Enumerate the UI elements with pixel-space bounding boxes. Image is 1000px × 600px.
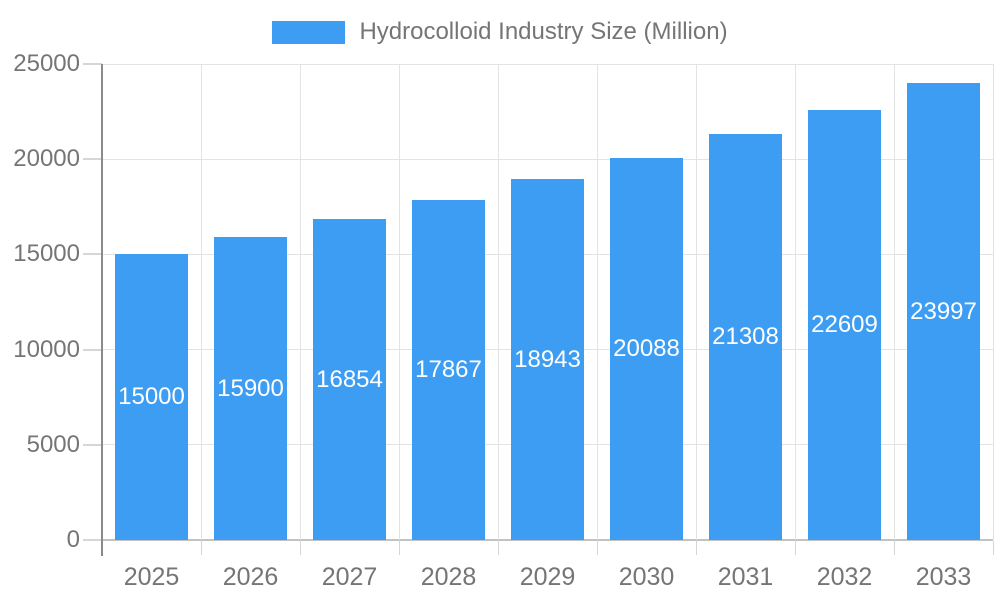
bar-value-label: 21308: [712, 323, 779, 351]
x-axis-tick: [893, 541, 895, 555]
bar-value-label: 15900: [217, 374, 284, 402]
y-axis-tick: [83, 348, 102, 351]
y-axis-line: [101, 64, 103, 556]
x-axis-label: 2029: [519, 563, 576, 591]
x-axis-label: 2031: [717, 563, 774, 591]
x-axis-label: 2032: [816, 563, 873, 591]
bar-value-label: 18943: [514, 345, 581, 373]
x-axis-label: 2033: [915, 563, 972, 591]
v-gridline: [497, 64, 499, 540]
v-gridline: [992, 64, 994, 540]
v-gridline: [695, 64, 697, 540]
h-gridline: [102, 539, 993, 541]
bar-value-label: 22609: [811, 310, 878, 338]
bar-value-label: 16854: [316, 365, 383, 393]
bar[interactable]: [907, 83, 980, 540]
bar[interactable]: [709, 134, 782, 540]
y-axis-label: 15000: [13, 240, 80, 268]
x-axis-label: 2027: [321, 563, 378, 591]
bar-value-label: 17867: [415, 355, 482, 383]
x-axis-tick: [794, 541, 796, 555]
legend-label: Hydrocolloid Industry Size (Million): [359, 18, 728, 45]
y-axis-tick: [83, 158, 102, 161]
x-axis-label: 2028: [420, 563, 477, 591]
v-gridline: [794, 64, 796, 540]
x-axis-tick: [695, 541, 697, 555]
y-axis-label: 5000: [26, 430, 80, 458]
y-axis-label: 10000: [13, 335, 80, 363]
x-axis-tick: [992, 541, 994, 555]
v-gridline: [398, 64, 400, 540]
x-axis-tick: [497, 541, 499, 555]
y-axis-tick: [83, 253, 102, 256]
bar[interactable]: [412, 199, 485, 540]
bar-value-label: 20088: [613, 334, 680, 362]
bar[interactable]: [808, 109, 881, 540]
y-axis-label: 25000: [13, 50, 80, 77]
bar[interactable]: [115, 254, 188, 540]
v-gridline: [299, 64, 301, 540]
y-axis-label: 0: [66, 526, 80, 553]
v-gridline: [893, 64, 895, 540]
x-axis-tick: [398, 541, 400, 555]
v-gridline: [596, 64, 598, 540]
x-axis-tick: [200, 541, 202, 555]
bar[interactable]: [214, 237, 287, 540]
chart-legend[interactable]: Hydrocolloid Industry Size (Million): [0, 20, 1000, 44]
x-axis-tick: [299, 541, 301, 555]
x-axis-label: 2030: [618, 563, 675, 591]
x-axis-tick: [596, 541, 598, 555]
h-gridline: [102, 63, 993, 65]
x-axis-label: 2026: [222, 563, 279, 591]
y-axis-label: 20000: [13, 145, 80, 173]
y-axis-tick: [83, 539, 102, 541]
h-gridline: [102, 158, 993, 160]
bar[interactable]: [511, 179, 584, 540]
y-axis-tick: [83, 443, 102, 446]
legend-swatch: [272, 20, 346, 44]
v-gridline: [200, 64, 202, 540]
bar-value-label: 23997: [910, 297, 977, 325]
y-axis-tick: [83, 63, 102, 65]
bar[interactable]: [610, 157, 683, 540]
bar[interactable]: [313, 219, 386, 540]
x-axis-label: 2025: [123, 563, 180, 591]
bar-value-label: 15000: [118, 383, 185, 411]
